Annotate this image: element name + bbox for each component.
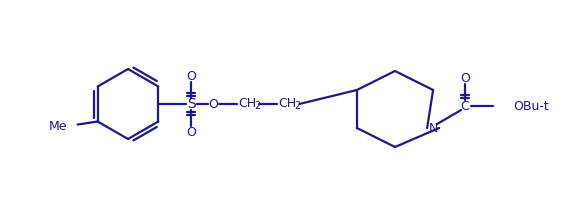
Text: O: O [186, 125, 196, 138]
Text: O: O [460, 72, 470, 85]
Text: CH: CH [278, 97, 297, 110]
Text: 2: 2 [254, 101, 260, 111]
Text: S: S [187, 97, 195, 111]
Text: CH: CH [238, 97, 257, 110]
Text: N: N [428, 122, 438, 135]
Text: 2: 2 [294, 101, 301, 111]
Text: O: O [186, 70, 196, 83]
Text: O: O [208, 98, 218, 111]
Text: C: C [460, 99, 470, 112]
Text: Me: Me [49, 120, 68, 133]
Text: OBu-t: OBu-t [513, 99, 549, 112]
